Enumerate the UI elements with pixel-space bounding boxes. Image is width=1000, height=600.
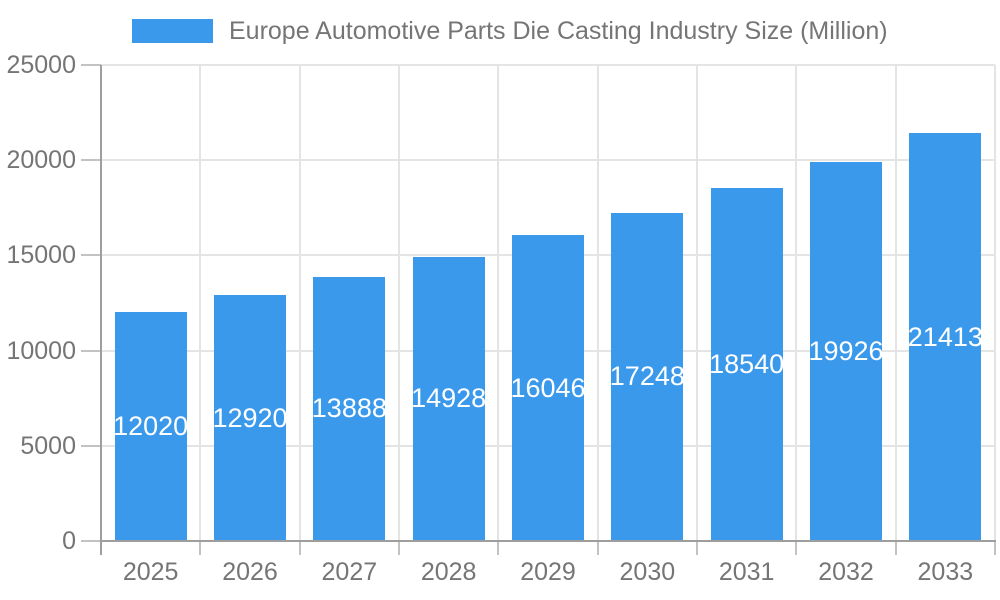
v-gridline <box>994 65 996 541</box>
y-axis-tick-label: 15000 <box>6 241 76 270</box>
v-gridline <box>298 65 301 541</box>
y-tick-mark <box>81 64 101 66</box>
bar-value-label: 18540 <box>709 349 785 379</box>
y-axis-tick-label: 25000 <box>6 51 76 79</box>
x-tick-mark <box>696 541 698 555</box>
y-axis-tick-label: 20000 <box>6 146 76 175</box>
bar-2032[interactable]: 19926 <box>808 161 884 541</box>
h-gridline <box>101 64 995 66</box>
y-axis-tick-label: 5000 <box>20 431 76 460</box>
bar-value-label: 12020 <box>113 411 189 442</box>
legend[interactable]: Europe Automotive Parts Die Casting Indu… <box>132 17 888 45</box>
x-axis-tick-label: 2031 <box>718 558 775 586</box>
x-tick-mark <box>398 541 400 555</box>
y-tick-mark <box>81 159 101 162</box>
y-axis-line <box>100 65 102 555</box>
x-axis-tick-label: 2026 <box>222 558 278 586</box>
bar-2029[interactable]: 16046 <box>510 235 586 541</box>
bar-value-label: 19926 <box>808 335 884 366</box>
y-tick-mark <box>81 254 101 257</box>
x-axis-tick-label: 2029 <box>520 558 576 586</box>
bar-2033[interactable]: 21413 <box>907 133 983 541</box>
x-axis-tick-label: 2025 <box>122 558 179 586</box>
bar-value-label: 21413 <box>907 321 983 352</box>
x-axis-line <box>100 540 996 542</box>
bar-value-label: 16046 <box>510 372 586 403</box>
v-gridline <box>497 65 500 541</box>
x-tick-mark <box>795 541 798 555</box>
bar-2026[interactable]: 12920 <box>212 295 288 541</box>
v-gridline <box>795 65 798 541</box>
y-axis-tick-label: 0 <box>62 527 76 555</box>
x-tick-mark <box>894 541 897 555</box>
v-gridline <box>398 65 400 541</box>
legend-label: Europe Automotive Parts Die Casting Indu… <box>229 16 888 45</box>
plot-area: 12020 12920 13888 14928 16046 17248 18540 19926… <box>101 64 996 541</box>
v-gridline <box>596 65 599 541</box>
x-tick-mark <box>199 541 202 555</box>
x-axis-tick-label: 2028 <box>420 558 477 586</box>
v-gridline <box>696 65 698 541</box>
bar-value-label: 12920 <box>212 402 288 433</box>
y-tick-mark <box>81 540 101 542</box>
x-tick-mark <box>596 541 599 555</box>
v-gridline <box>199 65 202 541</box>
bar-2025[interactable]: 12020 <box>113 312 189 541</box>
x-axis-tick-label: 2032 <box>818 558 874 586</box>
bar-2031[interactable]: 18540 <box>709 188 785 541</box>
legend-swatch <box>132 19 213 43</box>
y-tick-mark <box>81 349 101 352</box>
x-axis-tick-label: 2033 <box>917 558 974 586</box>
bar-2027[interactable]: 13888 <box>311 276 387 541</box>
bar-value-label: 14928 <box>411 383 487 414</box>
bar-value-label: 17248 <box>609 361 685 392</box>
y-tick-mark <box>81 444 101 447</box>
y-axis-tick-label: 10000 <box>6 336 76 365</box>
v-gridline <box>894 65 897 541</box>
x-axis-tick-label: 2027 <box>321 558 378 586</box>
x-axis-tick-label: 2030 <box>619 558 676 586</box>
x-tick-mark <box>497 541 500 555</box>
x-tick-mark <box>994 541 996 555</box>
h-gridline <box>101 159 995 162</box>
bar-2030[interactable]: 17248 <box>609 212 685 541</box>
bar-2028[interactable]: 14928 <box>411 256 487 541</box>
bar-value-label: 13888 <box>311 393 387 424</box>
x-tick-mark <box>298 541 301 555</box>
